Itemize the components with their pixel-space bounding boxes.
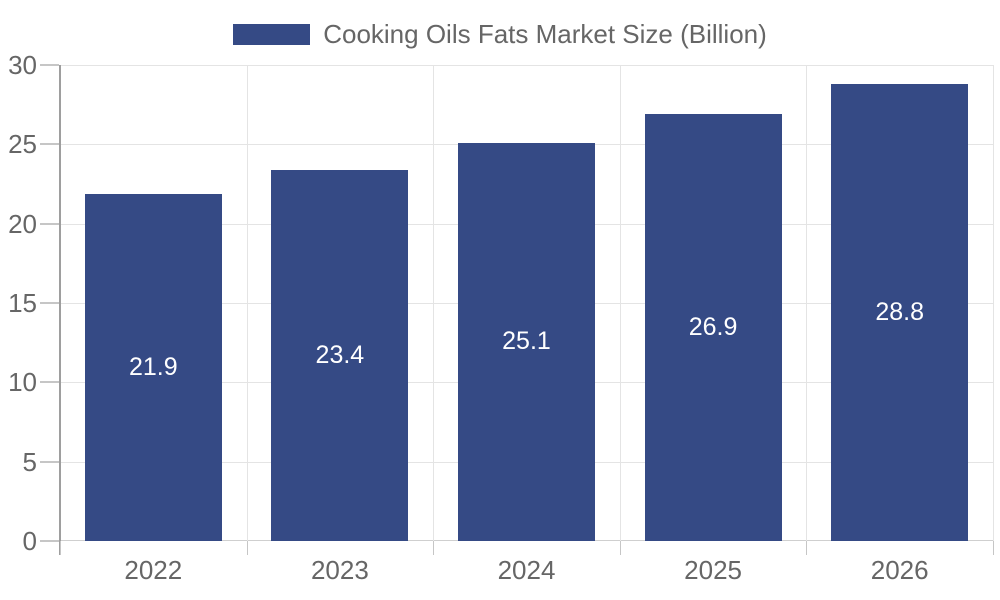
bar: 25.1 [458,142,595,541]
x-axis-tick [619,541,621,555]
bar: 26.9 [644,114,782,541]
bar: 28.8 [831,84,969,541]
x-axis-tick [60,541,61,555]
y-axis-tick [40,302,59,304]
x-axis-tick [433,541,435,555]
bar: 21.9 [84,193,222,541]
gridline-vertical [619,65,621,541]
y-axis-tick [40,540,59,542]
gridline-vertical [806,65,808,541]
x-tick-label: 2023 [310,555,369,585]
y-axis-tick [40,222,59,225]
x-tick-label: 2026 [870,555,929,585]
x-axis-tick [246,541,248,555]
y-axis-tick [40,460,59,463]
y-tick-label: 20 [8,208,37,239]
bar: 23.4 [271,169,409,541]
legend-label: Cooking Oils Fats Market Size (Billion) [323,19,767,49]
plot-area: 21.9 23.4 25.1 26.9 28.8 [60,65,994,541]
legend-swatch [233,23,311,45]
bar-value-label: 23.4 [315,340,365,369]
y-tick-label: 25 [8,129,37,160]
y-tick-label: 30 [8,50,37,80]
legend: Cooking Oils Fats Market Size (Billion) [0,20,1000,49]
y-axis-tick [40,64,59,66]
bar-value-label: 21.9 [128,352,178,381]
y-axis-tick [40,381,59,384]
y-tick-label: 15 [8,288,37,318]
y-tick-label: 0 [22,526,37,556]
gridline-vertical [246,65,248,541]
x-axis-tick [993,541,994,555]
y-tick-label: 5 [22,446,37,477]
gridline-horizontal [60,65,993,66]
bar-value-label: 25.1 [502,327,551,356]
y-tick-label: 10 [8,367,37,398]
x-tick-label: 2025 [684,555,743,585]
bar-value-label: 28.8 [875,298,925,327]
y-axis-line [59,65,61,555]
y-axis-tick [40,143,59,146]
gridline-vertical [993,65,994,541]
x-axis-tick [806,541,808,555]
x-tick-label: 2024 [497,555,556,585]
x-tick-label: 2022 [124,555,183,585]
bar-value-label: 26.9 [688,313,738,342]
gridline-vertical [433,65,435,541]
